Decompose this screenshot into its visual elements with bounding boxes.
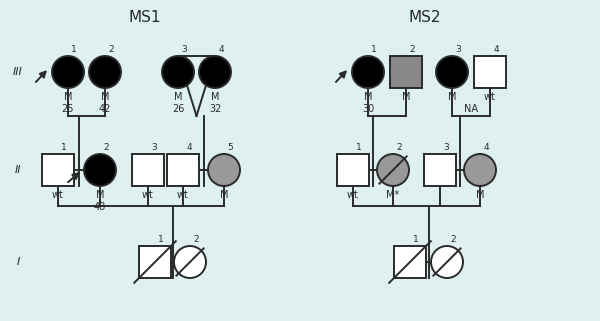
Text: 42: 42	[99, 104, 111, 114]
Circle shape	[352, 56, 384, 88]
Text: wt: wt	[177, 190, 189, 200]
Bar	[132, 154, 164, 186]
Text: I: I	[16, 257, 20, 267]
Text: M: M	[448, 92, 456, 102]
Circle shape	[377, 154, 409, 186]
Text: 1: 1	[413, 235, 419, 244]
Circle shape	[84, 154, 116, 186]
Text: III: III	[13, 67, 23, 77]
Circle shape	[52, 56, 84, 88]
Circle shape	[431, 246, 463, 278]
Text: 1: 1	[61, 143, 67, 152]
Text: 2: 2	[409, 45, 415, 54]
Bar	[474, 56, 506, 88]
Text: 1: 1	[371, 45, 377, 54]
Bar	[42, 154, 74, 186]
Text: M: M	[211, 92, 219, 102]
Text: MS2: MS2	[409, 10, 441, 25]
Text: M: M	[364, 92, 372, 102]
Bar	[394, 246, 426, 278]
Text: M: M	[220, 190, 228, 200]
Text: 2: 2	[450, 235, 456, 244]
Text: 26: 26	[172, 104, 184, 114]
Text: wt: wt	[484, 92, 496, 102]
Circle shape	[208, 154, 240, 186]
Text: 3: 3	[151, 143, 157, 152]
Text: 4: 4	[493, 45, 499, 54]
Text: 1: 1	[71, 45, 77, 54]
Text: 32: 32	[209, 104, 221, 114]
Text: wt: wt	[52, 190, 64, 200]
Text: 4: 4	[218, 45, 224, 54]
Text: 1: 1	[356, 143, 362, 152]
Text: NA: NA	[464, 104, 478, 114]
Text: 3: 3	[455, 45, 461, 54]
Text: 5: 5	[227, 143, 233, 152]
Text: M*: M*	[386, 190, 400, 200]
Text: 2: 2	[108, 45, 114, 54]
Text: 30: 30	[362, 104, 374, 114]
Text: II: II	[15, 165, 21, 175]
Bar	[139, 246, 171, 278]
Text: 48: 48	[94, 202, 106, 212]
Text: M: M	[402, 92, 410, 102]
Text: 4: 4	[186, 143, 192, 152]
Text: wt: wt	[142, 190, 154, 200]
Text: 4: 4	[483, 143, 489, 152]
Text: 3: 3	[443, 143, 449, 152]
Text: 25: 25	[62, 104, 74, 114]
Bar	[167, 154, 199, 186]
Circle shape	[199, 56, 231, 88]
Circle shape	[162, 56, 194, 88]
Circle shape	[174, 246, 206, 278]
Text: M: M	[174, 92, 182, 102]
Bar	[390, 56, 422, 88]
Text: M: M	[64, 92, 72, 102]
Text: M: M	[96, 190, 104, 200]
Bar	[337, 154, 369, 186]
Text: 2: 2	[193, 235, 199, 244]
Text: MS1: MS1	[129, 10, 161, 25]
Text: 1: 1	[158, 235, 164, 244]
Text: M: M	[101, 92, 109, 102]
Text: 2: 2	[396, 143, 402, 152]
Text: wt: wt	[347, 190, 359, 200]
Circle shape	[464, 154, 496, 186]
Circle shape	[436, 56, 468, 88]
Bar	[424, 154, 456, 186]
Circle shape	[89, 56, 121, 88]
Text: 3: 3	[181, 45, 187, 54]
Text: 2: 2	[103, 143, 109, 152]
Text: M: M	[476, 190, 484, 200]
